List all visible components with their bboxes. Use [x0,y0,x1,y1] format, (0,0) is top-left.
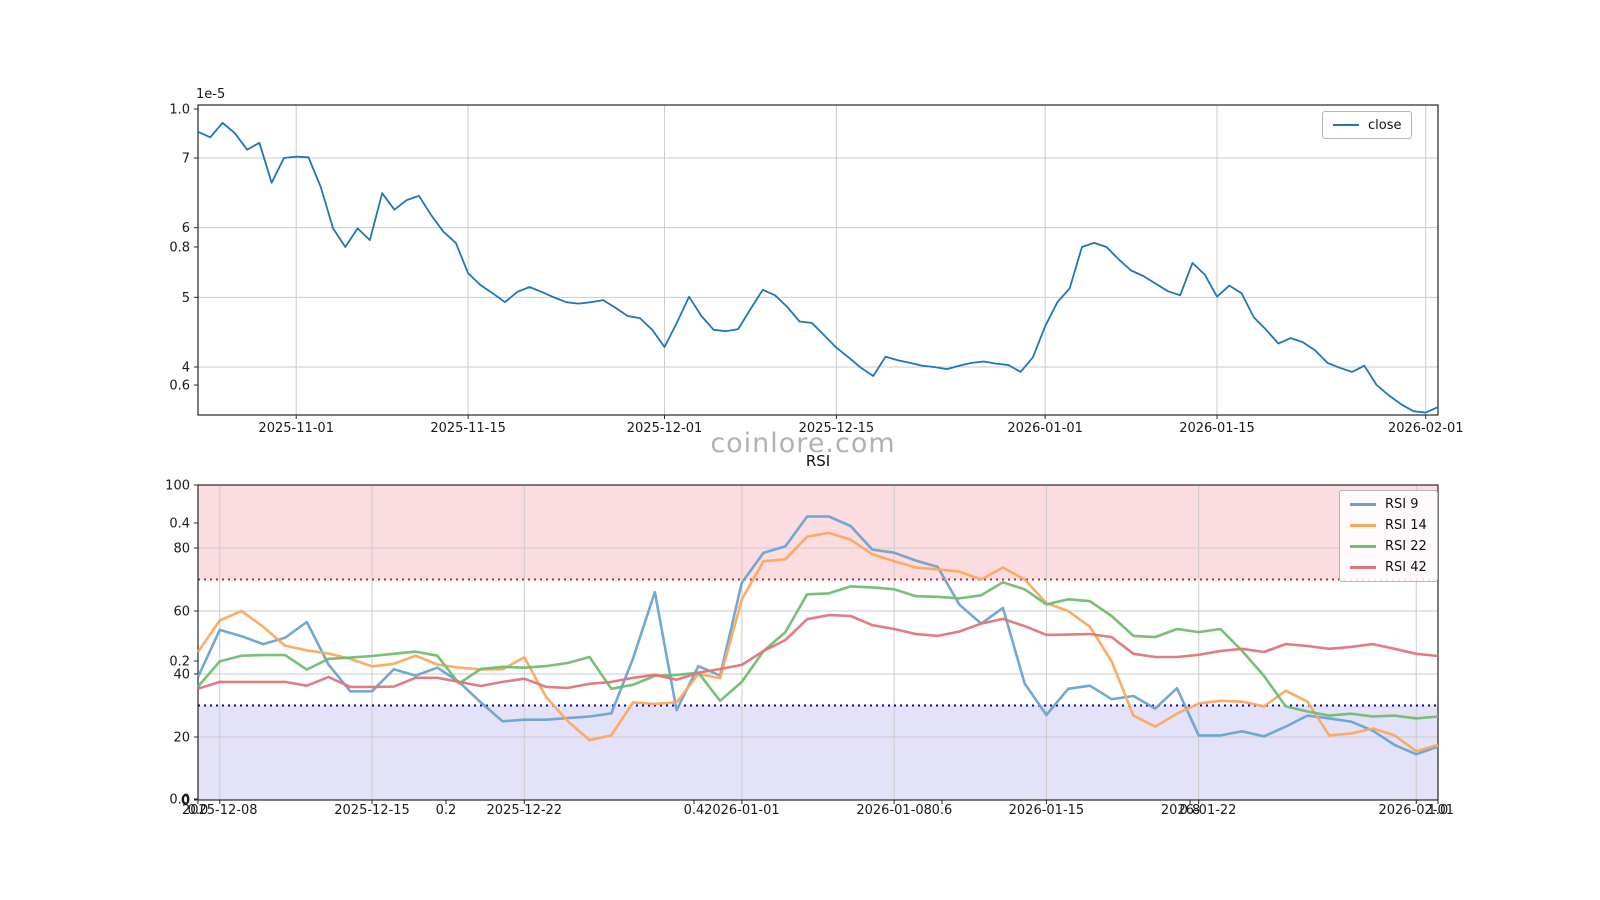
rsi-axes-frame [197,484,1439,801]
rsi-line-rsi-42 [197,613,1439,691]
rsi-x-tick-alt-label: 0.2 [436,803,457,818]
rsi-x-tick-label: 2025-12-15 [334,803,410,818]
rsi-line-rsi-22 [197,580,1439,720]
price-y-tick-alt-label: 6 [182,221,190,236]
rsi-y-tick-label: 40 [173,668,190,683]
rsi-x-tick-alt-label: 0.8 [1180,803,1201,818]
legend-label: RSI 14 [1385,518,1427,533]
rsi-oversold-band [198,705,1438,800]
price-y-offset-label: 1e-5 [196,87,225,102]
legend-line-swatch [1350,566,1376,569]
price-y-tick-label: 0.6 [169,379,190,394]
legend-entry-rsi-14: RSI 14 [1350,517,1427,534]
rsi-line-rsi-14 [196,531,1439,753]
rsi-x-tick-alt-label: 0.0 [188,803,209,818]
price-y-tick-alt-label: 4 [182,361,190,376]
price-x-tick-label: 2026-02-01 [1388,421,1464,436]
rsi-x-tick-alt-label: 0.4 [684,803,705,818]
legend-label: RSI 42 [1385,560,1427,575]
rsi-y-tick-alt-label: 0.4 [169,517,190,532]
legend-label: RSI 22 [1385,539,1427,554]
price-x-tick-label: 2026-01-15 [1179,421,1255,436]
price-x-tick-label: 2025-11-15 [430,421,506,436]
rsi-x-tick-alt-label: 1.0 [1428,803,1449,818]
rsi-subplot-title: RSI [805,452,831,470]
legend-line-swatch [1350,524,1376,527]
rsi-y-tick-label: 20 [173,731,190,746]
rsi-line-rsi-9 [196,515,1439,756]
rsi-legend: RSI 9 RSI 14 RSI 22 RSI 42 [1339,490,1438,582]
price-y-tick-alt-label: 7 [182,152,190,167]
rsi-y-tick-label: 80 [173,542,190,557]
watermark: coinlore.com [710,428,896,459]
price-y-tick-label: 1.0 [169,103,190,118]
rsi-y-tick-label: 0 [181,794,190,809]
legend-label: RSI 9 [1385,497,1419,512]
legend-line-swatch [1333,124,1359,126]
price-x-tick-label: 2026-01-01 [1007,421,1083,436]
legend-entry-rsi-9: RSI 9 [1350,496,1427,513]
rsi-x-tick-label: 2026-01-22 [1161,803,1237,818]
rsi-x-tick-label: 2025-12-08 [182,803,258,818]
rsi-x-tick-label: 2026-01-15 [1009,803,1085,818]
rsi-overbought-band [198,485,1438,580]
price-x-tick-label: 2025-12-15 [799,421,875,436]
legend-label: close [1368,117,1402,133]
rsi-y-tick-alt-label: 0.2 [169,655,190,670]
legend-entry-rsi-42: RSI 42 [1350,559,1427,576]
price-y-tick-alt-label: 5 [182,291,190,306]
price-x-tick-label: 2025-12-01 [627,421,703,436]
rsi-x-tick-label: 2026-01-08 [856,803,932,818]
price-axes-frame [197,104,1439,416]
price-x-tick-label: 2025-11-01 [258,421,334,436]
rsi-x-tick-alt-label: 0.6 [932,803,953,818]
close-line [197,121,1439,414]
rsi-x-tick-label: 2026-02-01 [1378,803,1454,818]
price-legend: close [1322,111,1413,139]
rsi-y-tick-label: 60 [173,605,190,620]
price-y-tick-label: 0.8 [169,241,190,256]
rsi-y-tick-label: 100 [165,479,190,494]
rsi-x-tick-label: 2026-01-01 [704,803,780,818]
legend-entry-close: close [1333,117,1401,133]
legend-line-swatch [1350,503,1376,506]
legend-line-swatch [1350,545,1376,548]
legend-entry-rsi-22: RSI 22 [1350,538,1427,555]
rsi-y-tick-alt-label: 0.0 [169,793,190,808]
rsi-x-tick-label: 2025-12-22 [487,803,563,818]
